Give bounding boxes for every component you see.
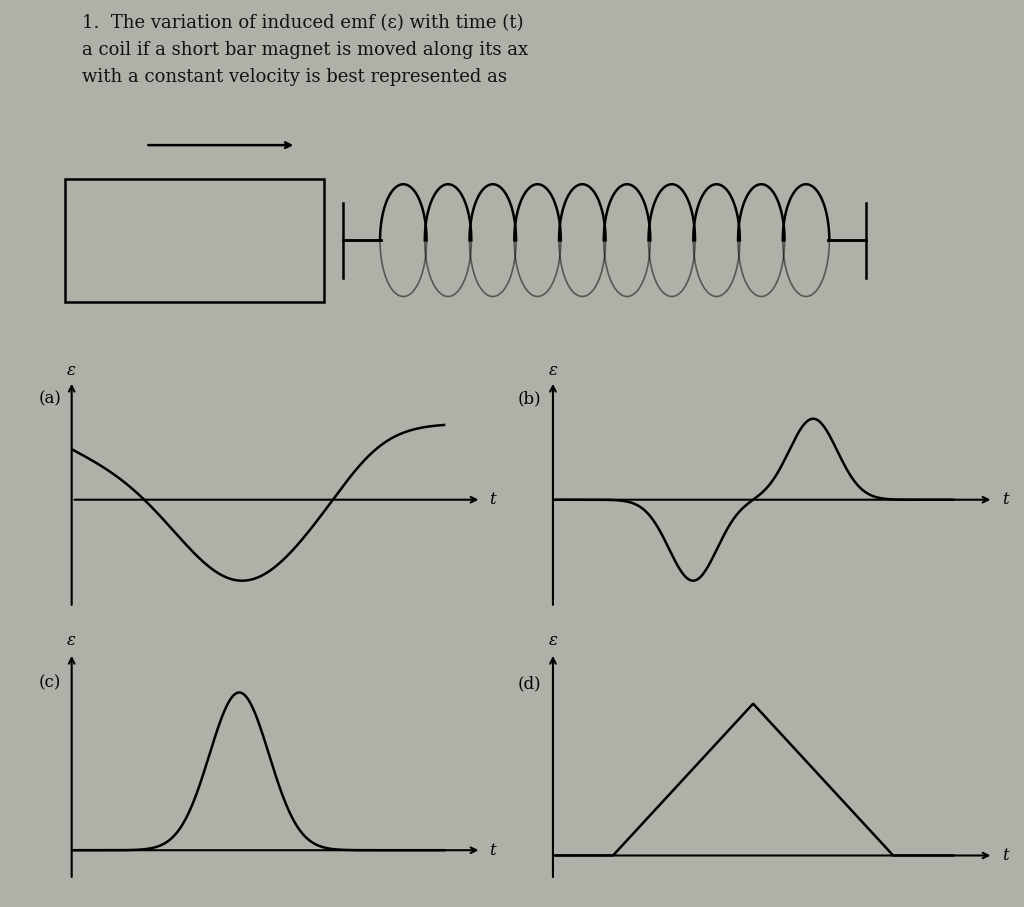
- Text: ε: ε: [549, 632, 557, 649]
- Text: (c): (c): [39, 674, 61, 691]
- Text: (d): (d): [518, 675, 542, 692]
- Text: (a): (a): [39, 390, 61, 407]
- Text: ε: ε: [549, 362, 557, 378]
- Text: t: t: [1002, 847, 1009, 864]
- Text: a coil if a short bar magnet is moved along its ax: a coil if a short bar magnet is moved al…: [82, 41, 528, 59]
- Text: ε: ε: [68, 362, 76, 378]
- Text: t: t: [489, 842, 496, 859]
- Text: ε: ε: [68, 632, 76, 649]
- Text: 1.  The variation of induced emf (ε) with time (t): 1. The variation of induced emf (ε) with…: [82, 14, 523, 32]
- Text: with a constant velocity is best represented as: with a constant velocity is best represe…: [82, 68, 507, 86]
- Bar: [66, 180, 325, 302]
- Text: t: t: [1002, 492, 1009, 508]
- Text: (b): (b): [518, 390, 542, 407]
- Text: t: t: [489, 492, 496, 508]
